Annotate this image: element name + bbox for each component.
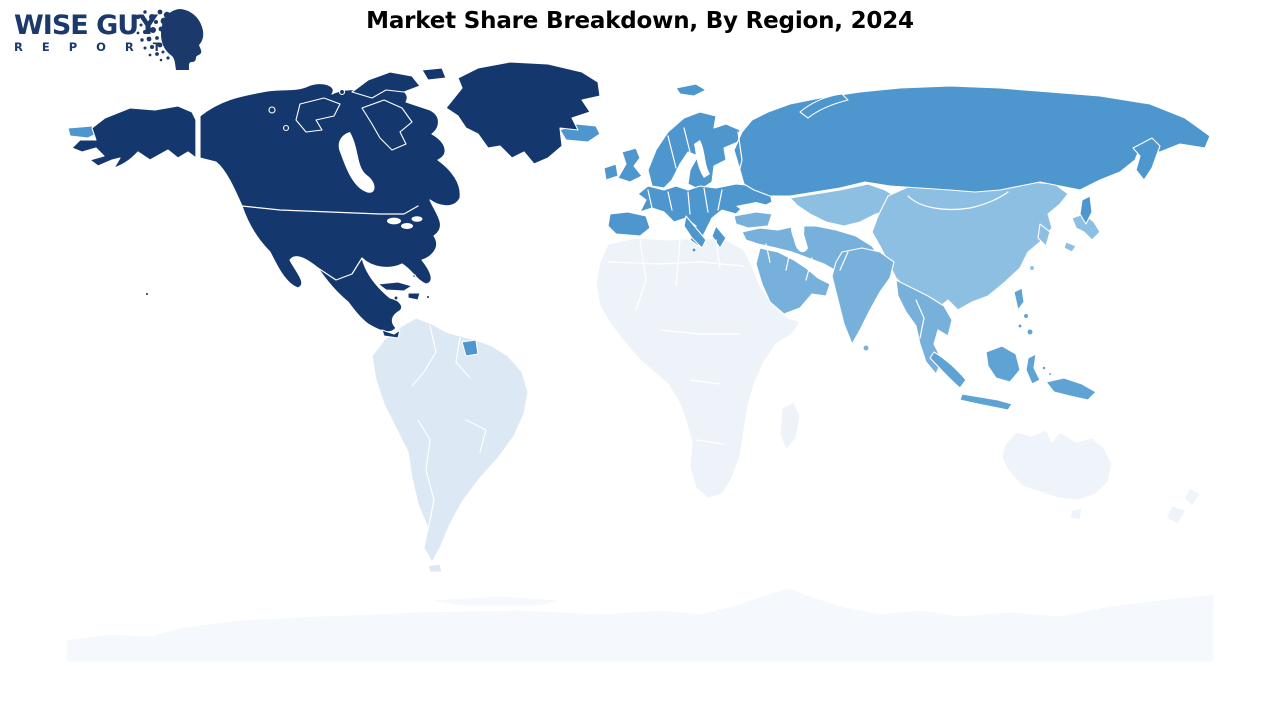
great-lake	[411, 216, 423, 222]
philippines-island	[1026, 328, 1034, 336]
border-middle-east	[765, 243, 813, 281]
japan-south	[1063, 241, 1077, 253]
black-sea	[736, 202, 772, 212]
arctic-islet	[282, 124, 290, 132]
arabian-peninsula	[755, 247, 831, 315]
sumatra	[929, 351, 967, 389]
border-us-mexico	[317, 257, 363, 281]
border-europe	[647, 187, 723, 215]
iberia	[607, 211, 651, 237]
turkey	[733, 211, 773, 229]
jamaica	[393, 295, 399, 301]
sicily	[691, 247, 697, 253]
korea	[1037, 223, 1051, 247]
page-title: Market Share Breakdown, By Region, 2024	[366, 8, 914, 34]
ireland	[603, 163, 619, 181]
great-britain	[617, 147, 643, 183]
region-africa	[595, 237, 801, 499]
victoria-island	[295, 97, 341, 133]
madagascar	[779, 401, 801, 451]
novaya-zemlya	[799, 93, 849, 119]
logo-line2: R E P O R T S	[14, 40, 196, 54]
great-lake	[401, 223, 413, 229]
philippines-island	[1017, 323, 1023, 329]
border-india-pakistan	[839, 251, 849, 271]
australia	[1001, 429, 1113, 501]
sulawesi	[1025, 353, 1041, 385]
philippines-luzon	[1013, 287, 1025, 311]
hawaii	[144, 291, 150, 297]
logo-head-icon	[135, 9, 204, 70]
new-zealand-south	[1165, 505, 1187, 525]
borneo	[985, 345, 1021, 383]
region-east-central-asia	[789, 181, 1101, 311]
kamchatka	[1132, 137, 1161, 181]
moluccas	[1047, 371, 1053, 377]
caspian-sea	[790, 216, 808, 253]
border-scandinavia	[667, 127, 693, 169]
antarctica-shape	[65, 587, 1215, 663]
border-indochina	[915, 299, 925, 339]
panama-isthmus	[381, 329, 401, 339]
region-north-america	[71, 61, 601, 339]
tasmania	[1069, 507, 1083, 521]
border-mongolia	[907, 191, 1009, 211]
country-borders	[195, 117, 1009, 531]
bahamas	[412, 274, 416, 278]
svalbard	[675, 83, 707, 97]
lakes-and-seas	[338, 132, 808, 253]
border-south-america	[411, 325, 487, 531]
cuba	[377, 281, 413, 292]
south-america-mainland	[371, 317, 529, 563]
baltic-sea	[694, 140, 710, 178]
africa-mainland	[595, 237, 801, 499]
philippines-island	[1022, 312, 1030, 320]
scandinavia	[647, 111, 741, 191]
arctic-islet	[268, 106, 276, 114]
puerto-rico	[425, 294, 431, 300]
hispaniola	[407, 292, 421, 301]
arctic-islet	[421, 67, 447, 81]
logo-line1: WISE GUY	[14, 10, 158, 41]
logo-wordmark: WISE GUY R E P O R T S	[14, 12, 195, 54]
russia	[733, 85, 1211, 197]
antarctica-shelf	[429, 595, 561, 607]
moluccas	[1041, 365, 1047, 371]
hudson-bay	[338, 132, 375, 193]
indochina	[895, 279, 953, 375]
india	[831, 247, 895, 345]
border-finland-russia	[735, 131, 743, 185]
region-south-america	[371, 317, 529, 573]
border-africa	[607, 239, 745, 445]
greece	[711, 225, 727, 249]
baffin-island	[361, 99, 413, 151]
new-guinea	[1045, 377, 1097, 401]
region-antarctica	[65, 587, 1215, 663]
greenland	[445, 61, 601, 165]
sakhalin	[1079, 195, 1093, 225]
tierra-del-fuego	[427, 563, 443, 573]
italy	[683, 215, 707, 249]
canada-usa-mexico	[199, 83, 461, 333]
sri-lanka	[862, 344, 870, 352]
java	[959, 393, 1013, 411]
region-oceania	[1001, 429, 1201, 525]
border-us-canada	[241, 205, 419, 215]
french-guiana	[461, 339, 479, 357]
region-south-west-asia	[733, 211, 953, 375]
new-zealand-north	[1183, 487, 1201, 507]
arctic-islet	[338, 88, 346, 96]
taiwan	[1028, 264, 1036, 272]
region-europe-russia	[67, 83, 1211, 357]
ellesmere-island	[351, 71, 421, 99]
wise-guy-reports-logo: WISE GUY R E P O R T S	[12, 6, 222, 72]
great-lake	[387, 217, 401, 225]
region-se-asia-islands	[929, 287, 1097, 411]
